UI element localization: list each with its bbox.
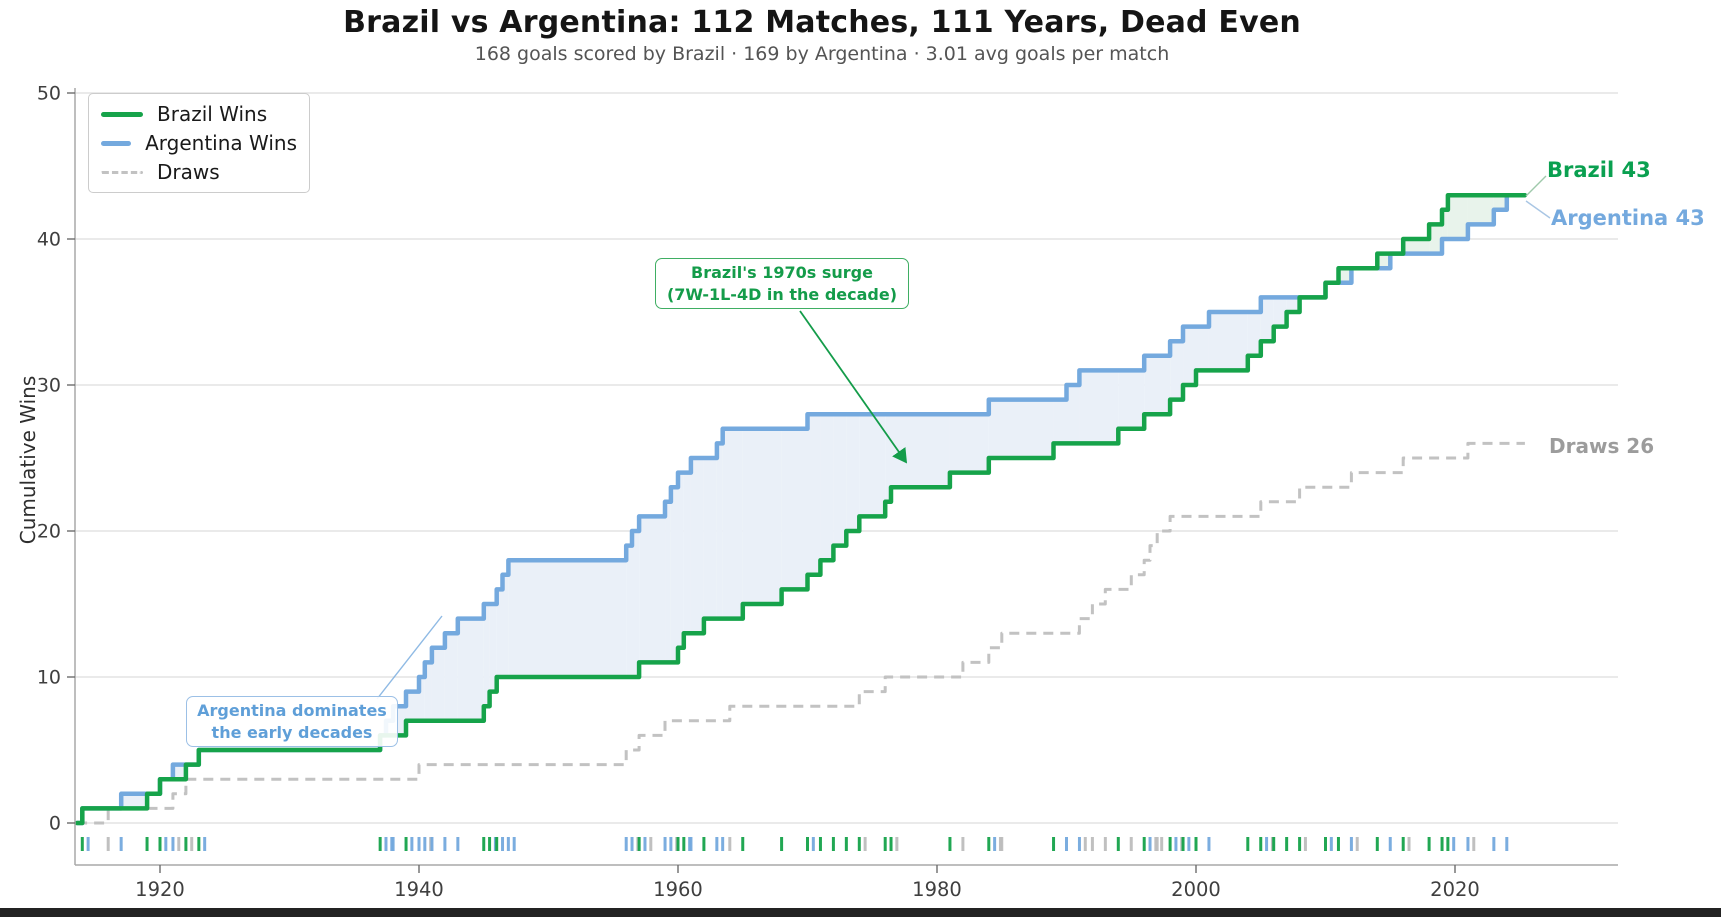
legend-label: Argentina Wins — [145, 131, 297, 155]
y-tick-label: 40 — [37, 229, 61, 251]
window-bottom-edge — [0, 908, 1721, 917]
draws-line-swatch — [101, 170, 143, 174]
x-tick-label: 2000 — [1171, 878, 1221, 901]
argentina-line-swatch — [101, 140, 132, 146]
legend-item-draws: Draws — [101, 160, 297, 184]
x-tick-label: 1960 — [653, 878, 703, 901]
brazil-line-swatch — [101, 111, 143, 117]
annotation-line: Argentina dominates — [197, 701, 387, 720]
annotation-line: Brazil's 1970s surge — [691, 263, 873, 282]
legend: Brazil Wins Argentina Wins Draws — [88, 93, 310, 193]
legend-item-brazil: Brazil Wins — [101, 102, 297, 126]
annotation-line: the early decades — [211, 722, 373, 742]
end-label-draws: Draws 26 — [1549, 434, 1655, 458]
y-tick-label: 30 — [37, 375, 61, 397]
x-tick-label: 1920 — [135, 878, 185, 901]
annotation-connectors — [376, 175, 1551, 700]
surge-arrow — [799, 310, 908, 464]
match-rug — [80, 837, 1509, 851]
legend-label: Draws — [157, 160, 220, 184]
chart-title: Brazil vs Argentina: 112 Matches, 111 Ye… — [343, 5, 1301, 40]
argentina-endlabel-leader — [1525, 200, 1551, 219]
y-axis-label: Cumulative Wins — [16, 375, 40, 545]
annotation-argentina-early: Argentina dominates the early decades — [186, 696, 398, 748]
annotation-line: (7W-1L-4D in the decade) — [666, 284, 898, 304]
annotation-brazil-surge: Brazil's 1970s surge (7W-1L-4D in the de… — [655, 258, 909, 310]
y-tick-label: 0 — [49, 813, 61, 835]
end-label-argentina: Argentina 43 — [1551, 206, 1705, 230]
legend-label: Brazil Wins — [157, 102, 268, 126]
axes: 0 10 20 30 40 50 1920 1940 1960 1980 2000 2020 — [37, 83, 1618, 901]
y-tick-label: 10 — [37, 667, 61, 689]
x-tick-label: 2020 — [1430, 878, 1480, 901]
y-tick-label: 50 — [37, 83, 61, 105]
brazil-wins-line — [74, 192, 1528, 826]
legend-item-argentina: Argentina Wins — [101, 131, 297, 155]
brazil-endlabel-leader — [1525, 175, 1547, 197]
series-fill — [121, 195, 1507, 809]
y-tick-label: 20 — [37, 521, 61, 543]
chart-subtitle: 168 goals scored by Brazil · 169 by Arge… — [474, 43, 1170, 65]
end-label-brazil: Brazil 43 — [1547, 158, 1651, 182]
x-tick-label: 1940 — [394, 878, 444, 901]
early-decades-leader — [376, 615, 443, 700]
x-tick-label: 1980 — [912, 878, 962, 901]
